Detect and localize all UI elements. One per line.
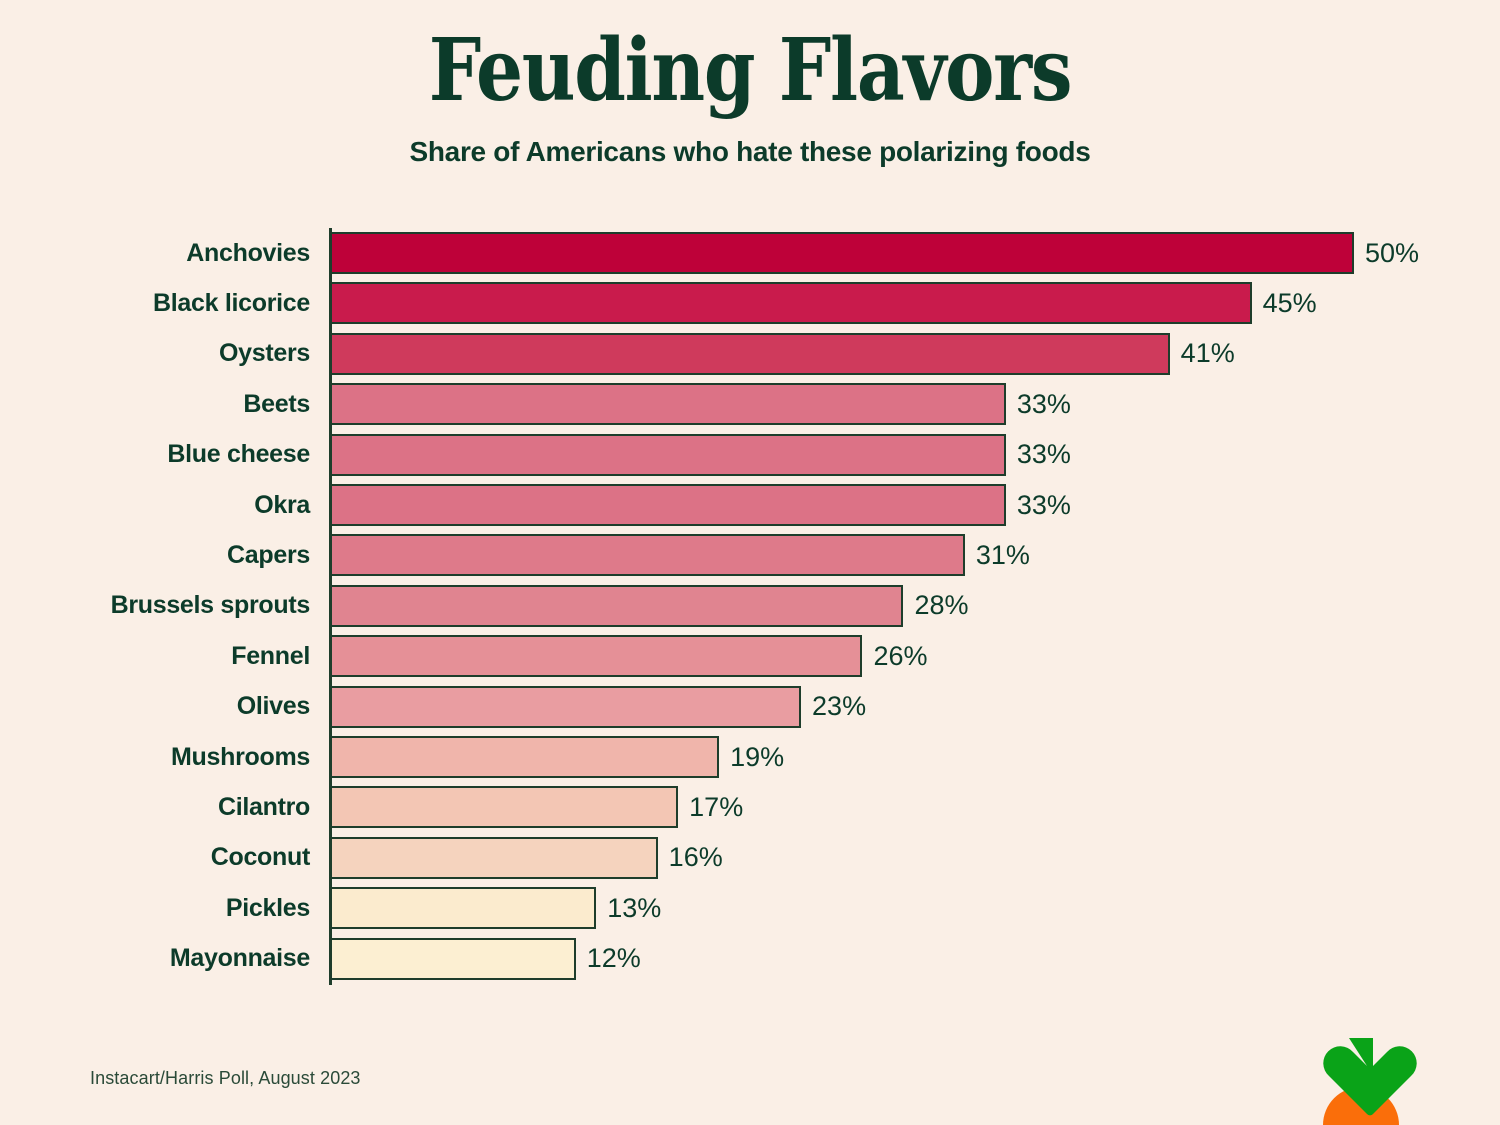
bar-track: 33% (330, 433, 1071, 476)
bar-value-label: 31% (975, 539, 1030, 570)
bar-rect (330, 786, 679, 829)
bar-track: 33% (330, 383, 1071, 426)
bar-value-label: 19% (730, 741, 785, 772)
bar-category-label: Cilantro (217, 792, 310, 821)
bar-value-label: 28% (914, 590, 969, 621)
bar-rect (330, 383, 1006, 426)
bar-rect (330, 484, 1006, 526)
bar-value-label: 33% (1016, 388, 1071, 419)
bar-rect (330, 232, 1354, 274)
bar-value-label: 45% (1262, 287, 1317, 318)
bar-value-label: 23% (812, 691, 867, 722)
bar-value-label: 17% (689, 791, 744, 822)
bar-category-label: Fennel (231, 641, 310, 670)
bar-track: 41% (330, 332, 1235, 375)
bar-value-label: 13% (607, 892, 662, 923)
bar-row: Coconut 16% (0, 833, 1500, 883)
chart-subtitle: Share of Americans who hate these polari… (409, 136, 1091, 167)
bar-track: 13% (330, 887, 662, 930)
bar-rect (330, 584, 904, 627)
bar-category-label: Blue cheese (167, 440, 310, 469)
bar-value-label: 12% (586, 943, 641, 974)
bar-rect (330, 685, 802, 728)
bar-row: Oysters 41% (0, 329, 1500, 379)
bar-category-label: Beets (243, 389, 310, 418)
bar-row: Blue cheese 33% (0, 430, 1500, 480)
bar-rect (330, 836, 658, 879)
bar-row: Black licorice 45% (0, 278, 1500, 328)
bar-row: Mayonnaise 12% (0, 934, 1500, 984)
bar-track: 31% (330, 534, 1030, 577)
bar-row: Brussels sprouts 28% (0, 581, 1500, 631)
bar-rect (330, 433, 1006, 476)
bar-row: Okra 33% (0, 480, 1500, 530)
bar-category-label: Black licorice (152, 288, 310, 317)
bar-category-label: Mushrooms (171, 742, 310, 771)
bar-track: 19% (330, 736, 784, 778)
bar-track: 50% (330, 232, 1419, 274)
bar-track: 26% (330, 635, 928, 678)
bar-track: 23% (330, 685, 867, 728)
bar-row: Olives 23% (0, 682, 1500, 732)
bar-category-label: Olives (236, 692, 311, 721)
bar-category-label: Brussels sprouts (110, 591, 311, 620)
bar-track: 12% (330, 937, 641, 980)
source-note: Instacart/Harris Poll, August 2023 (90, 1068, 361, 1088)
bar-row: Mushrooms 19% (0, 732, 1500, 782)
bar-track: 16% (330, 836, 723, 879)
bar-rect (330, 635, 863, 678)
bar-category-label: Capers (227, 540, 310, 569)
bar-category-label: Oysters (218, 339, 310, 368)
bar-row: Cilantro 17% (0, 782, 1500, 832)
bar-value-label: 33% (1016, 439, 1071, 470)
bar-row: Pickles 13% (0, 883, 1500, 933)
bar-row: Capers 31% (0, 530, 1500, 580)
bar-rect (330, 282, 1252, 325)
bar-value-label: 26% (873, 640, 928, 671)
bar-rect (330, 887, 597, 930)
instacart-carrot-logo (1305, 1032, 1417, 1125)
bar-rect (330, 736, 720, 778)
bar-value-label: 33% (1016, 489, 1071, 520)
bar-value-label: 41% (1180, 338, 1235, 369)
bar-chart-plot-area: Anchovies 50% Black licorice 45% Oysters 41% B… (0, 228, 1500, 990)
bar-value-label: 50% (1365, 237, 1420, 268)
chart-header: Feuding Flavors Share of Americans who h… (0, 0, 1500, 168)
bar-rect (330, 534, 965, 577)
bar-rect (330, 332, 1170, 375)
bar-category-label: Pickles (225, 893, 310, 922)
bar-row: Fennel 26% (0, 631, 1500, 681)
bar-rect (330, 937, 576, 980)
bar-category-label: Coconut (210, 843, 311, 872)
bar-category-label: Okra (254, 490, 310, 519)
page-title: Feuding Flavors (428, 20, 1073, 121)
bar-value-label: 16% (668, 842, 723, 873)
bar-track: 45% (330, 282, 1317, 325)
bar-track: 33% (330, 484, 1071, 526)
bar-row: Anchovies 50% (0, 228, 1500, 278)
carrot-leaf-arrow-shape (1323, 1038, 1417, 1116)
bar-row: Beets 33% (0, 379, 1500, 429)
bar-track: 17% (330, 786, 744, 829)
bar-track: 28% (330, 584, 969, 627)
bar-category-label: Mayonnaise (169, 944, 310, 973)
bar-category-label: Anchovies (186, 238, 310, 267)
